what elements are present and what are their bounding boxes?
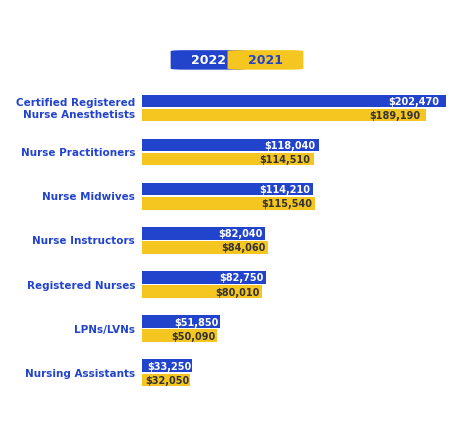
Bar: [142, 184, 313, 196]
Text: $115,540: $115,540: [261, 199, 312, 209]
FancyBboxPatch shape: [171, 51, 246, 70]
Text: Sources: U.S. Bureau of Labor Statistics 2021-2022 Occupational Outlook Handbook: Sources: U.S. Bureau of Labor Statistics…: [9, 416, 410, 422]
Text: $50,090: $50,090: [172, 331, 216, 341]
Text: $82,750: $82,750: [219, 273, 264, 283]
Text: Nurse Instructors: Nurse Instructors: [32, 236, 135, 246]
Text: $82,040: $82,040: [219, 229, 263, 239]
Text: Nurse Practitioners: Nurse Practitioners: [20, 148, 135, 158]
Bar: [142, 198, 315, 210]
Text: $33,250: $33,250: [147, 361, 191, 371]
Bar: [142, 316, 220, 328]
FancyBboxPatch shape: [228, 51, 303, 70]
Bar: [142, 374, 190, 386]
Bar: [142, 228, 265, 240]
Text: $114,210: $114,210: [259, 185, 310, 195]
Bar: [142, 154, 314, 166]
Text: 2021: 2021: [248, 54, 283, 67]
Text: Nurse Midwives: Nurse Midwives: [42, 192, 135, 202]
Text: 2022: 2022: [191, 54, 226, 67]
Text: Salary of Registered Nurses VS Other Nurses: Salary of Registered Nurses VS Other Nur…: [16, 13, 458, 31]
Text: $118,040: $118,040: [264, 141, 316, 151]
Text: Registered Nurses: Registered Nurses: [27, 280, 135, 290]
Text: Certified Registered
Nurse Anesthetists: Certified Registered Nurse Anesthetists: [16, 98, 135, 120]
Text: $189,190: $189,190: [369, 111, 420, 121]
Text: LPNs/LVNs: LPNs/LVNs: [74, 324, 135, 334]
Text: ♥ Nurseslabs: ♥ Nurseslabs: [407, 414, 465, 423]
Bar: [142, 330, 217, 342]
Text: $32,050: $32,050: [145, 375, 189, 385]
Text: $114,510: $114,510: [259, 155, 310, 165]
Bar: [142, 360, 192, 372]
Bar: [142, 140, 319, 152]
Text: $51,850: $51,850: [174, 317, 219, 327]
Bar: [142, 242, 268, 254]
Bar: [142, 110, 426, 122]
Text: $80,010: $80,010: [215, 287, 260, 297]
Text: Nursing Assistants: Nursing Assistants: [25, 368, 135, 378]
Bar: [142, 272, 266, 284]
Bar: [142, 286, 262, 298]
Bar: [142, 96, 446, 108]
Text: $202,470: $202,470: [389, 97, 440, 107]
Text: $84,060: $84,060: [221, 243, 266, 253]
